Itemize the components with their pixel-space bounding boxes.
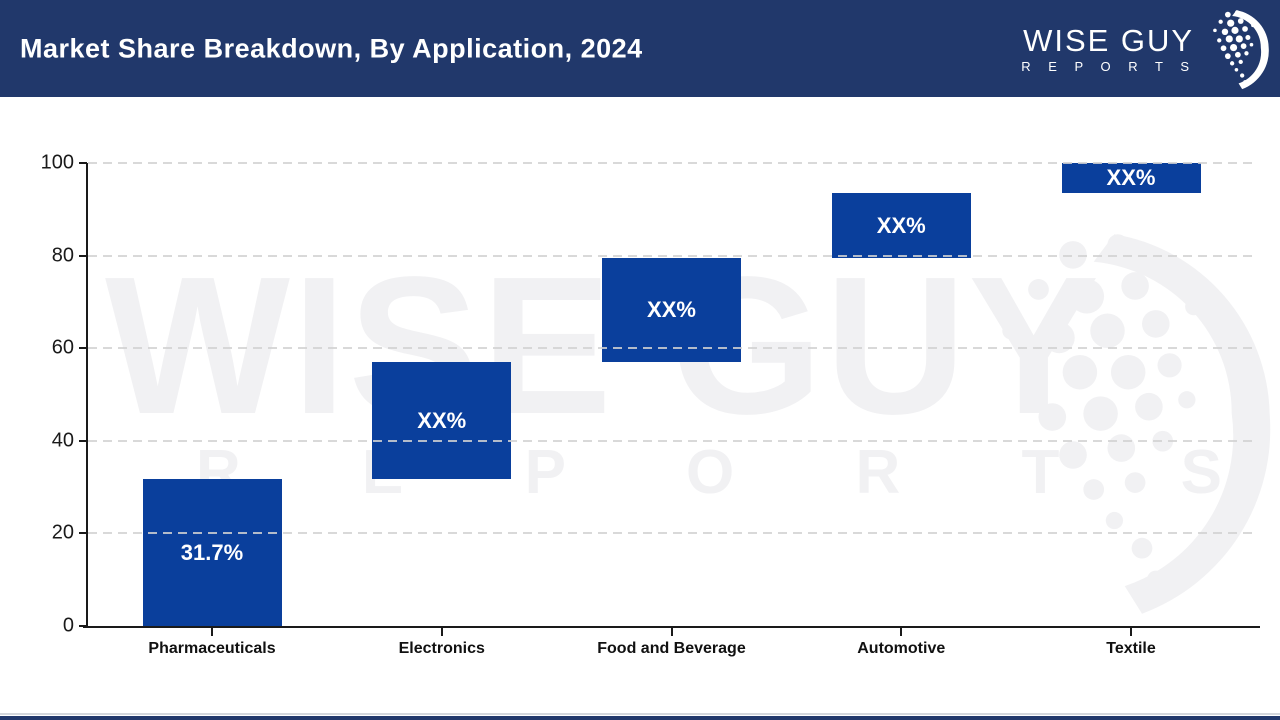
gridline-80 — [88, 254, 1258, 257]
x-tick-4 — [900, 628, 903, 636]
chart-plot-area: 31.7% XX% XX% XX% XX% 0 20 40 60 80 100 Pharmaceuti… — [41, 152, 1260, 657]
watermark-subtitle: R E P O R T S — [196, 438, 1274, 507]
x-tick-5 — [1130, 628, 1132, 636]
dotted-head-icon — [1213, 10, 1269, 90]
y-axis-line — [86, 163, 88, 628]
bar-electronics: XX% — [372, 362, 512, 480]
wise-guy-reports-logo: WISE GUY R E P O R T S — [1021, 4, 1272, 94]
x-axis-label-food-and-beverage: Food and Beverage — [597, 640, 746, 657]
y-tick-100 — [79, 162, 87, 164]
bar-value-label: XX% — [647, 296, 696, 322]
logo-subtitle: R E P O R T S — [1021, 59, 1196, 75]
y-tick-20 — [79, 532, 87, 535]
y-tick-label-100: 100 — [40, 151, 74, 174]
y-tick-label-20: 20 — [51, 521, 74, 544]
logo-wordmark: WISE GUY — [1023, 22, 1195, 58]
x-axis-line — [83, 626, 1260, 628]
bar-food-and-beverage: XX% — [602, 257, 741, 363]
y-tick-label-80: 80 — [51, 244, 74, 267]
bar-value-label: XX% — [876, 212, 926, 238]
y-tick-label-40: 40 — [51, 429, 74, 452]
bar-value-label: XX% — [1106, 165, 1156, 191]
watermark-dotted-head — [1002, 234, 1271, 614]
page-title: Market Share Breakdown, By Application, … — [20, 33, 643, 63]
gridline-40 — [88, 439, 1258, 442]
bar-pharmaceuticals: 31.7% — [142, 479, 282, 626]
y-tick-label-60: 60 — [51, 336, 74, 359]
y-tick-40 — [79, 439, 87, 442]
x-axis-label-textile: Textile — [1106, 640, 1156, 657]
gridline-100 — [88, 162, 1258, 164]
bar-automotive: XX% — [831, 193, 971, 258]
footer-bar — [0, 716, 1280, 720]
bar-textile: XX% — [1061, 163, 1201, 194]
footer-rule — [0, 713, 1280, 715]
x-tick-1 — [211, 628, 213, 636]
x-axis-label-electronics: Electronics — [398, 640, 485, 657]
header-bar: Market Share Breakdown, By Application, … — [0, 0, 1280, 97]
x-axis-label-automotive: Automotive — [857, 640, 946, 657]
gridline-20 — [88, 532, 1258, 535]
logo-text: WISE GUY R E P O R T S — [1021, 22, 1196, 75]
gridline-60 — [88, 347, 1258, 350]
y-tick-80 — [79, 254, 87, 257]
x-tick-3 — [670, 628, 673, 636]
x-tick-2 — [440, 628, 443, 636]
y-tick-0 — [79, 625, 87, 627]
bar-value-label: 31.7% — [180, 539, 244, 565]
y-tick-label-0: 0 — [62, 614, 74, 637]
y-tick-60 — [79, 347, 87, 350]
bar-value-label: XX% — [417, 407, 467, 433]
x-axis-label-pharmaceuticals: Pharmaceuticals — [148, 640, 276, 657]
